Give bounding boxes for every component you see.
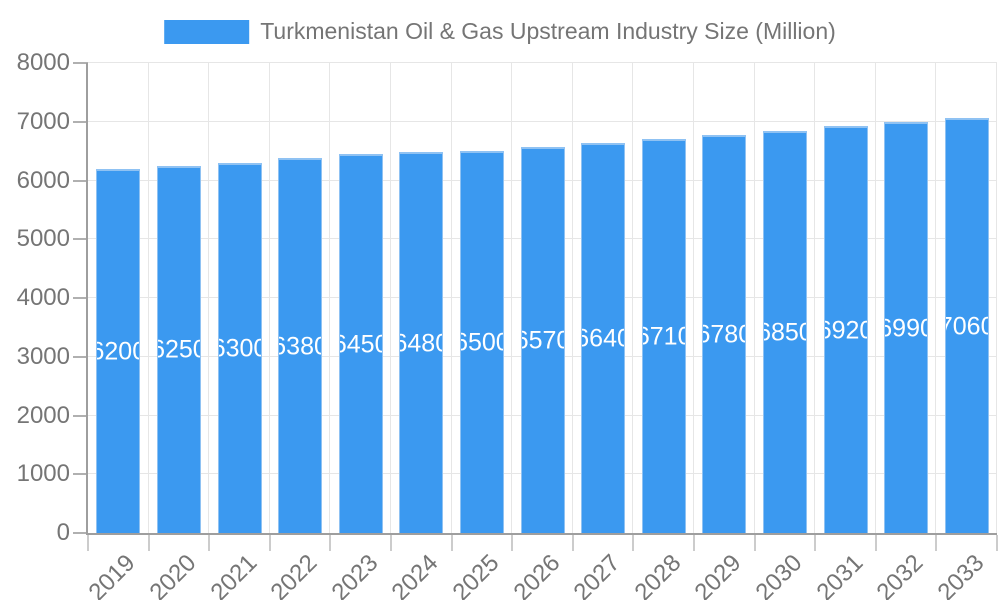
v-gridline: [208, 63, 210, 533]
legend-item[interactable]: Turkmenistan Oil & Gas Upstream Industry…: [164, 18, 836, 45]
bar-2023[interactable]: 6450: [338, 154, 383, 533]
bar-2033[interactable]: 7060: [944, 118, 989, 533]
y-axis-label: 4000: [16, 284, 70, 311]
bar-2022[interactable]: 6380: [278, 158, 323, 533]
y-axis-tick: [73, 179, 88, 182]
bar-value-label: 6480: [400, 329, 442, 358]
y-axis-tick: [73, 297, 88, 299]
y-axis-label: 1000: [16, 460, 70, 488]
bar-2031[interactable]: 6920: [823, 126, 868, 533]
v-gridline: [632, 63, 634, 533]
v-gridline: [511, 63, 513, 533]
v-gridline: [450, 63, 452, 533]
v-gridline: [874, 63, 876, 533]
bar-value-label: 6500: [461, 328, 503, 357]
v-gridline: [935, 63, 937, 533]
v-gridline: [390, 63, 391, 533]
legend-label: Turkmenistan Oil & Gas Upstream Industry…: [260, 18, 836, 44]
bar-2024[interactable]: 6480: [399, 152, 444, 533]
legend-swatch-icon: [164, 19, 250, 44]
x-axis-tick: [450, 535, 453, 551]
y-axis-label: 6000: [16, 166, 70, 194]
bar-value-label: 6640: [582, 324, 624, 353]
bar-value-label: 6200: [97, 337, 139, 366]
bar-value-label: 6710: [643, 322, 685, 351]
y-axis-label: 8000: [16, 49, 70, 76]
x-axis-tick: [390, 535, 392, 551]
y-axis-label: 3000: [16, 342, 70, 370]
v-gridline: [996, 63, 997, 533]
bar-2021[interactable]: 6300: [217, 162, 262, 533]
y-axis-label: 7000: [16, 107, 70, 135]
y-axis-tick: [73, 120, 88, 123]
bar-value-label: 6850: [764, 318, 806, 347]
x-axis-tick: [874, 535, 877, 551]
bar-value-label: 6380: [279, 332, 321, 361]
x-axis-tick: [329, 535, 332, 551]
bar-2029[interactable]: 6780: [702, 134, 747, 533]
x-axis-tick: [753, 535, 756, 551]
y-axis-tick: [73, 62, 88, 64]
bar-2025[interactable]: 6500: [459, 151, 504, 533]
bar-2019[interactable]: 6200: [96, 168, 141, 533]
y-axis-tick: [73, 238, 88, 241]
bar-value-label: 6250: [158, 335, 200, 364]
y-axis-tick: [73, 414, 88, 417]
bar-2028[interactable]: 6710: [641, 138, 686, 533]
y-axis-line: [86, 63, 88, 535]
x-axis-tick: [935, 535, 938, 551]
h-gridline: [88, 120, 997, 122]
v-gridline: [753, 63, 755, 533]
bar-value-label: 6570: [522, 326, 564, 355]
bar-value-label: 6920: [825, 316, 867, 345]
bar-value-label: 6450: [340, 330, 382, 359]
v-gridline: [693, 63, 694, 533]
bar-value-label: 7060: [946, 312, 988, 341]
v-gridline: [814, 63, 816, 533]
y-axis-tick: [73, 355, 88, 358]
v-gridline: [147, 63, 149, 533]
x-axis-tick: [511, 535, 514, 551]
bar-2020[interactable]: 6250: [156, 165, 201, 533]
x-axis-tick: [632, 535, 635, 551]
bar-value-label: 6780: [703, 320, 745, 349]
x-axis-line: [86, 533, 997, 535]
bar-2032[interactable]: 6990: [884, 122, 929, 533]
bar-2030[interactable]: 6850: [762, 130, 807, 533]
h-gridline: [88, 62, 997, 63]
bar-2027[interactable]: 6640: [581, 142, 626, 533]
y-axis-label: 2000: [16, 401, 70, 429]
y-axis-tick: [73, 532, 88, 534]
x-axis-tick: [147, 535, 150, 551]
x-axis-tick: [693, 535, 695, 551]
v-gridline: [571, 63, 573, 533]
bar-2026[interactable]: 6570: [520, 147, 565, 533]
y-axis-tick: [73, 473, 88, 476]
x-axis-tick: [208, 535, 211, 551]
x-axis-tick: [571, 535, 574, 551]
y-axis-label: 5000: [16, 225, 70, 253]
x-axis-label-2019: 2019: [83, 549, 141, 600]
v-gridline: [268, 63, 270, 533]
x-axis-tick: [814, 535, 817, 551]
x-axis-tick: [268, 535, 271, 551]
bar-value-label: 6300: [219, 334, 261, 363]
bar-value-label: 6990: [885, 314, 927, 343]
x-axis-tick: [87, 535, 89, 551]
x-axis-tick: [996, 535, 998, 551]
y-axis-label: 0: [56, 519, 70, 546]
v-gridline: [329, 63, 331, 533]
